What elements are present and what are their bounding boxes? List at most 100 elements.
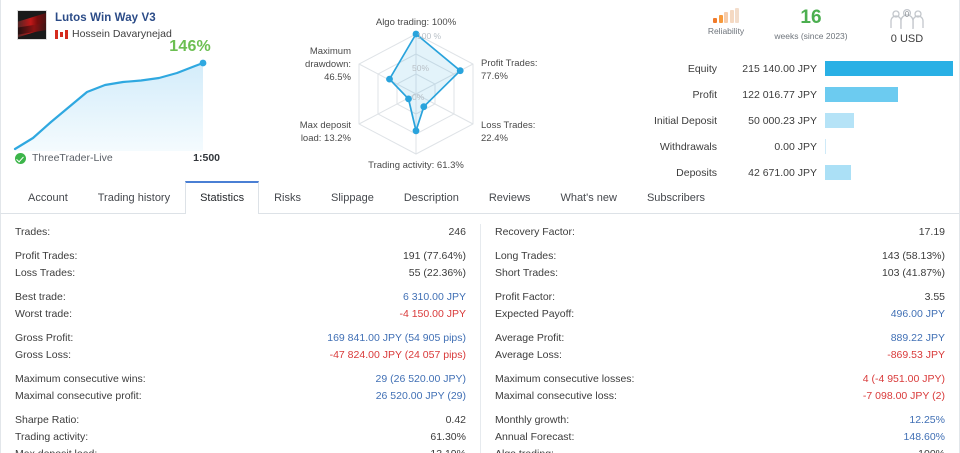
tab-description[interactable]: Description	[403, 191, 459, 204]
stat-key: Maximum consecutive wins:	[15, 373, 146, 385]
stat-row: Maximal consecutive loss: -7 098.00 JPY (…	[495, 388, 945, 405]
growth-line	[13, 61, 205, 151]
verified-check-icon	[15, 152, 26, 164]
stat-value: -47 824.00 JPY (24 057 pips)	[329, 349, 466, 361]
reliability-kpi[interactable]: Reliability	[691, 8, 761, 54]
growth-chart-svg	[13, 59, 207, 151]
balance-label: Deposits	[676, 166, 717, 179]
stat-value: 246	[448, 226, 466, 238]
stat-key: Trading activity:	[15, 431, 89, 443]
balance-bar-fill	[825, 139, 826, 154]
weeks-kpi: 16 weeks (since 2023)	[761, 8, 861, 54]
account-title[interactable]: Lutos Win Way V3	[55, 12, 156, 24]
balance-row-deposits: Deposits 42 671.00 JPY	[631, 162, 953, 183]
stat-key: Short Trades:	[495, 267, 559, 279]
performance-radar-chart: 100 % 50% 0% Algo trading: 100% Profit T…	[291, 8, 541, 178]
stat-value: 6 310.00 JPY	[402, 291, 466, 303]
tab-account[interactable]: Account	[28, 191, 68, 204]
stat-value: 100%	[918, 446, 945, 453]
stat-row: Trades: 246	[15, 224, 466, 241]
stat-row: Gross Profit: 169 841.00 JPY (54 905 pips…	[15, 330, 466, 347]
radar-label-max-deposit-load: Max deposit	[300, 120, 352, 131]
stat-key: Max deposit load:	[15, 446, 97, 453]
stat-key: Long Trades:	[495, 250, 557, 262]
growth-end-point	[199, 59, 207, 67]
radar-label-loss-trades-value: 22.4%	[481, 133, 508, 144]
stat-value: 17.19	[918, 226, 945, 238]
statistics-section: Trades: 246 Profit Trades: 191 (77.64%) Loss…	[0, 214, 960, 453]
balance-label: Initial Deposit	[653, 114, 717, 127]
stat-value: 496.00 JPY	[890, 308, 945, 320]
radar-label-trading-activity: Trading activity: 61.3%	[368, 160, 464, 171]
radar-label-algo-trading: Algo trading: 100%	[376, 17, 457, 28]
stat-key: Gross Loss:	[15, 349, 72, 361]
stat-key: Best trade:	[15, 291, 66, 303]
broker-name[interactable]: ThreeTrader-Live	[32, 152, 113, 164]
radar-svg: 100 % 50% 0% Algo trading: 100% Profit T…	[300, 17, 538, 171]
stat-row: Worst trade: -4 150.00 JPY	[15, 306, 466, 323]
stat-row: Average Profit: 889.22 JPY	[495, 330, 945, 347]
balance-row-profit: Profit 122 016.77 JPY	[631, 84, 953, 105]
tab-what-s-new[interactable]: What's new	[560, 191, 617, 204]
stat-value: 143 (58.13%)	[881, 250, 945, 262]
stat-key: Algo trading:	[495, 446, 554, 453]
balance-bar-track	[825, 87, 953, 102]
stat-value: 103 (41.87%)	[881, 267, 945, 279]
balance-label: Withdrawals	[659, 140, 717, 153]
balance-bar-track	[825, 61, 953, 76]
stat-row: Loss Trades: 55 (22.36%)	[15, 265, 466, 282]
stat-key: Profit Factor:	[495, 291, 556, 303]
balance-value: 0.00 JPY	[774, 140, 817, 153]
radar-tick-50: 50%	[412, 63, 429, 73]
tab-reviews[interactable]: Reviews	[488, 191, 531, 204]
canada-flag-icon	[55, 29, 68, 39]
stat-row: Maximum consecutive losses: 4 (-4 951.00 …	[495, 371, 945, 388]
balance-value: 50 000.23 JPY	[748, 114, 817, 127]
tab-slippage[interactable]: Slippage	[331, 191, 374, 204]
stat-row: Annual Forecast: 148.60%	[495, 429, 945, 446]
tab-statistics[interactable]: Statistics	[185, 181, 260, 214]
stat-value: 4 (-4 951.00 JPY)	[862, 373, 945, 385]
account-owner-name[interactable]: Hossein Davarynejad	[72, 28, 172, 40]
account-owner-row: Hossein Davarynejad	[55, 28, 172, 40]
balance-bar-fill	[825, 113, 855, 128]
stat-row: Average Loss: -869.53 JPY	[495, 347, 945, 364]
account-identity[interactable]: Lutos Win Way V3 Hossein Davarynejad	[17, 10, 172, 40]
balance-bar-fill	[825, 87, 898, 102]
leverage-value: 1:500	[193, 152, 220, 164]
stat-value: 889.22 JPY	[890, 332, 945, 344]
radar-label-loss-trades: Loss Trades:	[481, 120, 535, 131]
stat-key: Maximal consecutive profit:	[15, 390, 142, 402]
reliability-caption: Reliability	[707, 26, 745, 36]
stat-row: Gross Loss: -47 824.00 JPY (24 057 pips)	[15, 347, 466, 364]
radar-label-max-drawdown: Maximum	[310, 46, 351, 57]
subscribers-people-icon: 0	[890, 8, 924, 29]
stat-key: Annual Forecast:	[495, 431, 575, 443]
stat-value: 29 (26 520.00 JPY)	[375, 373, 466, 385]
subscribers-badge-count: 0	[905, 10, 910, 19]
tab-trading-history[interactable]: Trading history	[97, 191, 171, 204]
subscribers-kpi[interactable]: 0 0 USD	[861, 8, 953, 54]
tab-bar[interactable]: Account Trading history Statistics Risks Sli…	[0, 181, 960, 214]
stat-key: Recovery Factor:	[495, 226, 575, 238]
stat-value: 0.42	[445, 414, 466, 426]
radar-label-profit-trades: Profit Trades:	[481, 58, 538, 69]
stat-value: -7 098.00 JPY (2)	[862, 390, 945, 402]
stat-row: Monthly growth: 12.25%	[495, 412, 945, 429]
statistics-left-column: Trades: 246 Profit Trades: 191 (77.64%) Loss…	[1, 224, 480, 453]
stat-value: 191 (77.64%)	[402, 250, 466, 262]
kpi-row: Reliability 16 weeks (since 2023) 0 0 US…	[691, 8, 953, 54]
stat-row: Profit Factor: 3.55	[495, 289, 945, 306]
stat-key: Worst trade:	[15, 308, 72, 320]
stat-row: Sharpe Ratio: 0.42	[15, 412, 466, 429]
stat-value: -4 150.00 JPY	[399, 308, 466, 320]
radar-tick-0: 0%	[412, 92, 425, 102]
stat-row: Long Trades: 143 (58.13%)	[495, 248, 945, 265]
balance-row-equity: Equity 215 140.00 JPY	[631, 58, 953, 79]
tab-risks[interactable]: Risks	[274, 191, 301, 204]
growth-percent-label: 146%	[169, 38, 211, 55]
balance-bar-track	[825, 139, 953, 154]
statistics-right-column: Recovery Factor: 17.19 Long Trades: 143 (58…	[480, 224, 959, 453]
stat-value: 148.60%	[903, 431, 945, 443]
tab-subscribers[interactable]: Subscribers	[646, 191, 706, 204]
